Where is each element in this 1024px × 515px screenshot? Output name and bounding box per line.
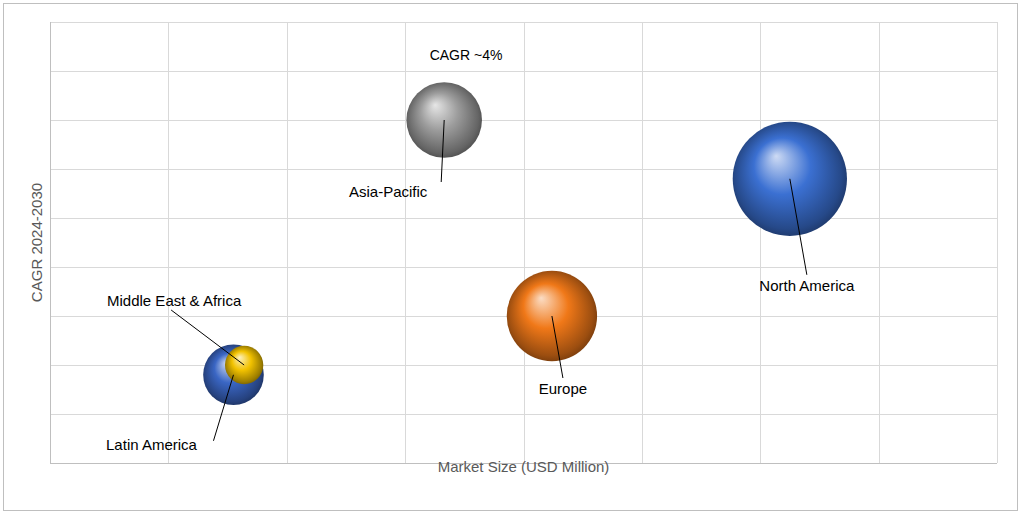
chart: Asia-Pacific North America Europe Latin Ame… — [0, 0, 1024, 515]
y-grid-line — [50, 71, 997, 72]
bubble-label: Middle East & Africa — [107, 292, 242, 309]
x-axis-title: Market Size (USD Million) — [438, 458, 610, 475]
leader-line — [441, 120, 444, 182]
x-grid-line — [642, 22, 643, 463]
x-grid-line — [879, 22, 880, 463]
x-grid-line — [50, 22, 51, 463]
annotation: CAGR ~4% — [430, 47, 503, 63]
bubble-label: Latin America — [106, 436, 198, 453]
bubble-label: North America — [759, 277, 855, 294]
labels: Asia-Pacific North America Europe Latin Ame… — [106, 120, 855, 453]
x-grid-line — [168, 22, 169, 463]
x-grid-line — [760, 22, 761, 463]
y-axis-title: CAGR 2024-2030 — [28, 183, 45, 302]
bubble-label: Europe — [539, 380, 587, 397]
x-grid-line — [287, 22, 288, 463]
chart-border — [4, 4, 1018, 511]
leader-line — [213, 375, 233, 441]
leader-line — [171, 310, 244, 365]
y-grid-line — [50, 218, 997, 219]
x-grid-line — [997, 22, 998, 463]
leader-line — [552, 316, 563, 378]
y-grid-line — [50, 365, 997, 366]
y-grid-line — [50, 120, 997, 121]
bubbles — [203, 82, 847, 405]
y-grid-line — [50, 22, 997, 23]
x-grid-line — [405, 22, 406, 463]
y-grid-line — [50, 169, 997, 170]
y-grid-line — [50, 414, 997, 415]
y-axis-line — [50, 22, 51, 463]
grid — [50, 22, 998, 464]
x-grid-line — [524, 22, 525, 463]
leader-line — [790, 179, 807, 275]
y-grid-line — [50, 267, 997, 268]
bubble-label: Asia-Pacific — [349, 183, 428, 200]
